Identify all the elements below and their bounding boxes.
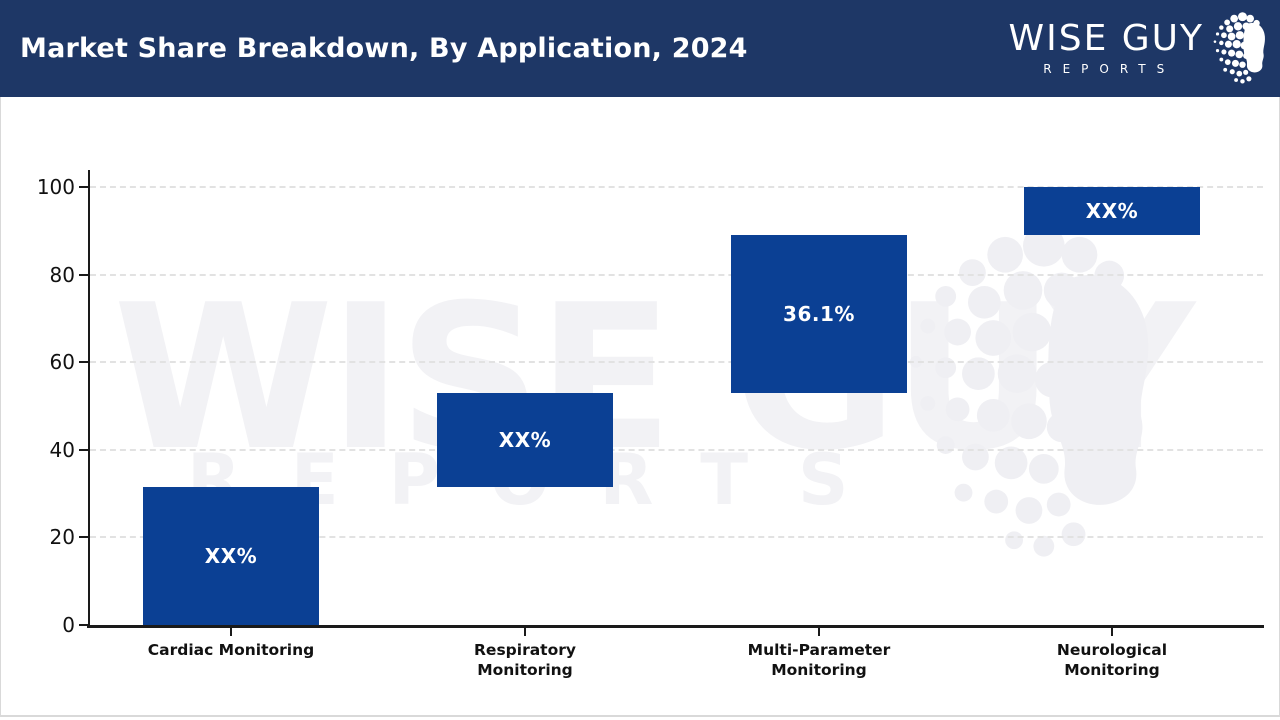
bar-value-label: XX% bbox=[204, 544, 258, 568]
x-tick-mark bbox=[230, 628, 232, 636]
y-tick-label: 60 bbox=[49, 350, 75, 375]
y-tick-mark bbox=[79, 448, 88, 451]
gridline-y20 bbox=[90, 536, 1263, 539]
y-tick-label: 80 bbox=[49, 262, 75, 287]
gridline-y100 bbox=[90, 186, 1263, 188]
category-label: Multi-Parameter Monitoring bbox=[704, 640, 934, 680]
y-tick-label: 20 bbox=[49, 525, 75, 550]
y-axis-spine bbox=[88, 170, 90, 628]
y-tick-mark bbox=[79, 361, 88, 364]
category-label-line: Cardiac Monitoring bbox=[147, 641, 315, 659]
category-label: Cardiac Monitoring bbox=[116, 640, 346, 660]
y-tick-label: 40 bbox=[49, 437, 75, 462]
y-tick-mark bbox=[79, 624, 88, 626]
y-tick-mark bbox=[79, 536, 88, 539]
y-tick-label: 0 bbox=[62, 613, 75, 637]
bar-4: XX% bbox=[1024, 187, 1200, 235]
category-label-line: Neurological bbox=[1056, 641, 1168, 659]
category-label: Respiratory Monitoring bbox=[410, 640, 640, 680]
y-tick-mark bbox=[79, 273, 88, 276]
category-label-line: Monitoring bbox=[1064, 661, 1160, 680]
y-tick-mark bbox=[79, 186, 88, 188]
y-tick-label: 100 bbox=[36, 175, 75, 199]
gridline-y60 bbox=[90, 361, 1263, 364]
bar-1: XX% bbox=[143, 487, 319, 625]
wiseguy-logo: WISE GUY REPORTS bbox=[1009, 12, 1271, 86]
chart-area: WISE GUY REPORTS 020406080100XX%XX%36.1%… bbox=[0, 97, 1280, 717]
logo-wordmark: WISE GUY bbox=[1008, 18, 1204, 59]
category-label-line: Respiratory bbox=[474, 641, 576, 659]
gridline-y40 bbox=[90, 448, 1263, 451]
logo-subtext: REPORTS bbox=[1043, 62, 1176, 76]
category-label-line: Monitoring bbox=[477, 661, 573, 680]
bar-value-label: 36.1% bbox=[783, 301, 855, 326]
category-label-line: Monitoring bbox=[771, 661, 867, 680]
x-axis-spine bbox=[87, 625, 1264, 628]
header-bar: Market Share Breakdown, By Application, … bbox=[0, 0, 1280, 97]
gridline-y80 bbox=[90, 273, 1263, 276]
x-tick-mark bbox=[818, 628, 820, 636]
logo-text: WISE GUY REPORTS bbox=[1008, 18, 1205, 77]
bar-2: XX% bbox=[437, 392, 613, 488]
waterfall-plot: 0 20 40 60 80 100 XX% XX% 36.1% XX% Cardiac Monito… bbox=[1, 97, 1279, 715]
page-title: Market Share Breakdown, By Application, … bbox=[20, 33, 748, 64]
bar-value-label: XX% bbox=[498, 427, 552, 452]
bar-value-label: XX% bbox=[1085, 198, 1139, 223]
wiseguy-face-icon bbox=[1206, 12, 1270, 86]
x-tick-mark bbox=[1111, 628, 1113, 636]
category-label-line: Multi-Parameter bbox=[747, 641, 891, 659]
category-label: Neurological Monitoring bbox=[997, 640, 1227, 680]
bar-3: 36.1% bbox=[731, 234, 907, 393]
x-tick-mark bbox=[524, 628, 526, 636]
